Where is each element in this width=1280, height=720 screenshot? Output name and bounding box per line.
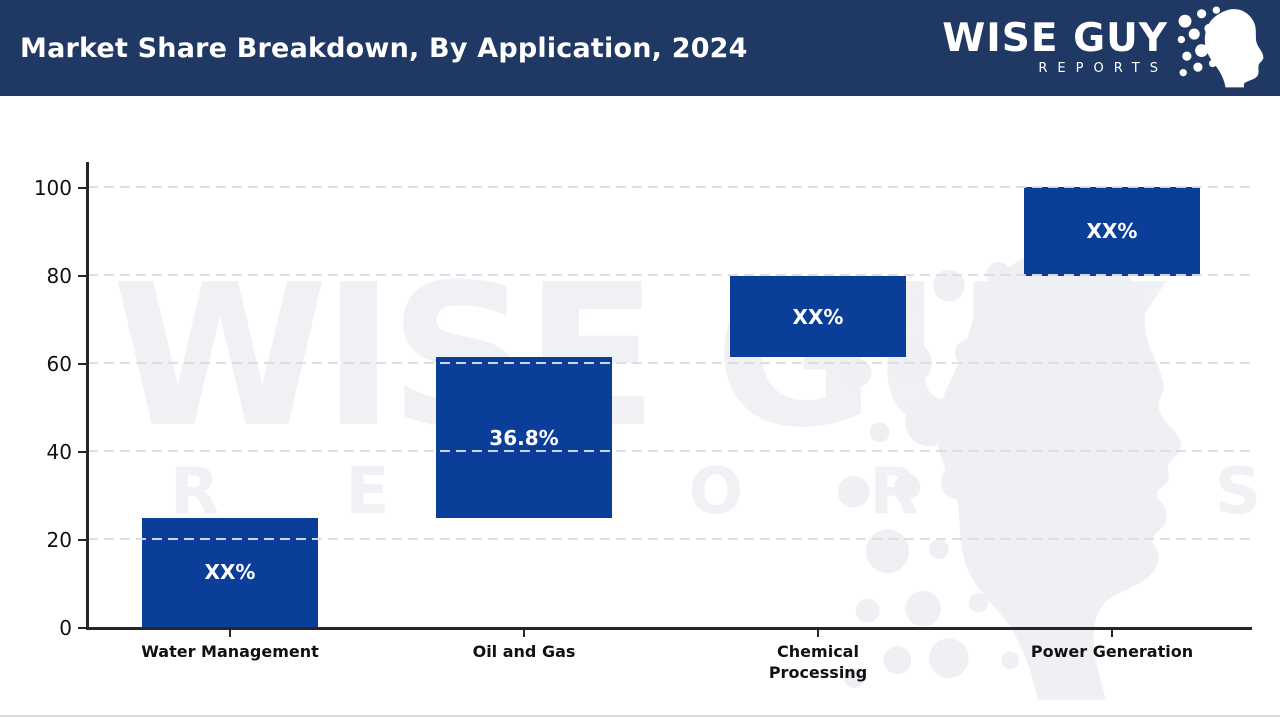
- x-tick-power-generation: [1111, 629, 1113, 637]
- watermark-brand-name: WISE GUY: [112, 243, 1164, 471]
- category-label-oil-and-gas: Oil and Gas: [472, 642, 576, 661]
- y-tick-60: [78, 363, 86, 365]
- y-tick-0: [78, 627, 86, 629]
- y-tick-100: [78, 187, 86, 189]
- brand-subname: REPORTS: [1038, 61, 1168, 76]
- category-label-power-generation: Power Generation: [1030, 642, 1194, 661]
- y-axis-line: [86, 162, 89, 629]
- header-bar: Market Share Breakdown, By Application, …: [0, 0, 1280, 96]
- bar-value-label-oil-and-gas: 36.8%: [489, 425, 559, 450]
- category-label-chemical-processing: Chemical Processing: [768, 642, 868, 682]
- category-label-water-management: Water Management: [141, 642, 319, 661]
- x-tick-oil-and-gas: [523, 629, 525, 637]
- y-tick-label-20: 20: [46, 528, 72, 552]
- brand-logo: WISE GUY REPORTS: [942, 0, 1266, 96]
- y-tick-label-100: 100: [33, 176, 72, 200]
- x-tick-chemical-processing: [817, 629, 819, 637]
- gridline-y-60: [88, 362, 1252, 364]
- y-tick-40: [78, 451, 86, 453]
- bar-oil-and-gas: [436, 357, 612, 518]
- bottom-border-line: [0, 715, 1280, 717]
- gridline-y-100: [88, 186, 1252, 188]
- brand-head-icon: [1174, 2, 1266, 94]
- y-tick-label-0: 0: [59, 616, 72, 640]
- x-axis-line: [86, 627, 1252, 630]
- page-title: Market Share Breakdown, By Application, …: [20, 32, 748, 64]
- gridline-y-20: [88, 538, 1252, 540]
- gridline-y-80: [88, 274, 1252, 276]
- x-tick-water-management: [229, 629, 231, 637]
- gridline-y-40: [88, 450, 1252, 452]
- y-tick-label-40: 40: [46, 440, 72, 464]
- watermark-brand-subname: R E P O R T S: [170, 455, 1280, 529]
- bar-water-management: [142, 517, 318, 627]
- y-tick-80: [78, 275, 86, 277]
- brand-logo-text: WISE GUY REPORTS: [942, 19, 1168, 77]
- y-tick-20: [78, 539, 86, 541]
- watermark-text: WISE GUY R E P O R T S: [112, 243, 1280, 529]
- bar-value-label-chemical-processing: XX%: [792, 304, 844, 329]
- bar-value-label-power-generation: XX%: [1086, 219, 1138, 244]
- brand-name: WISE GUY: [942, 16, 1168, 61]
- bar-value-label-water-management: XX%: [204, 560, 256, 585]
- y-tick-label-60: 60: [46, 352, 72, 376]
- y-tick-label-80: 80: [46, 264, 72, 288]
